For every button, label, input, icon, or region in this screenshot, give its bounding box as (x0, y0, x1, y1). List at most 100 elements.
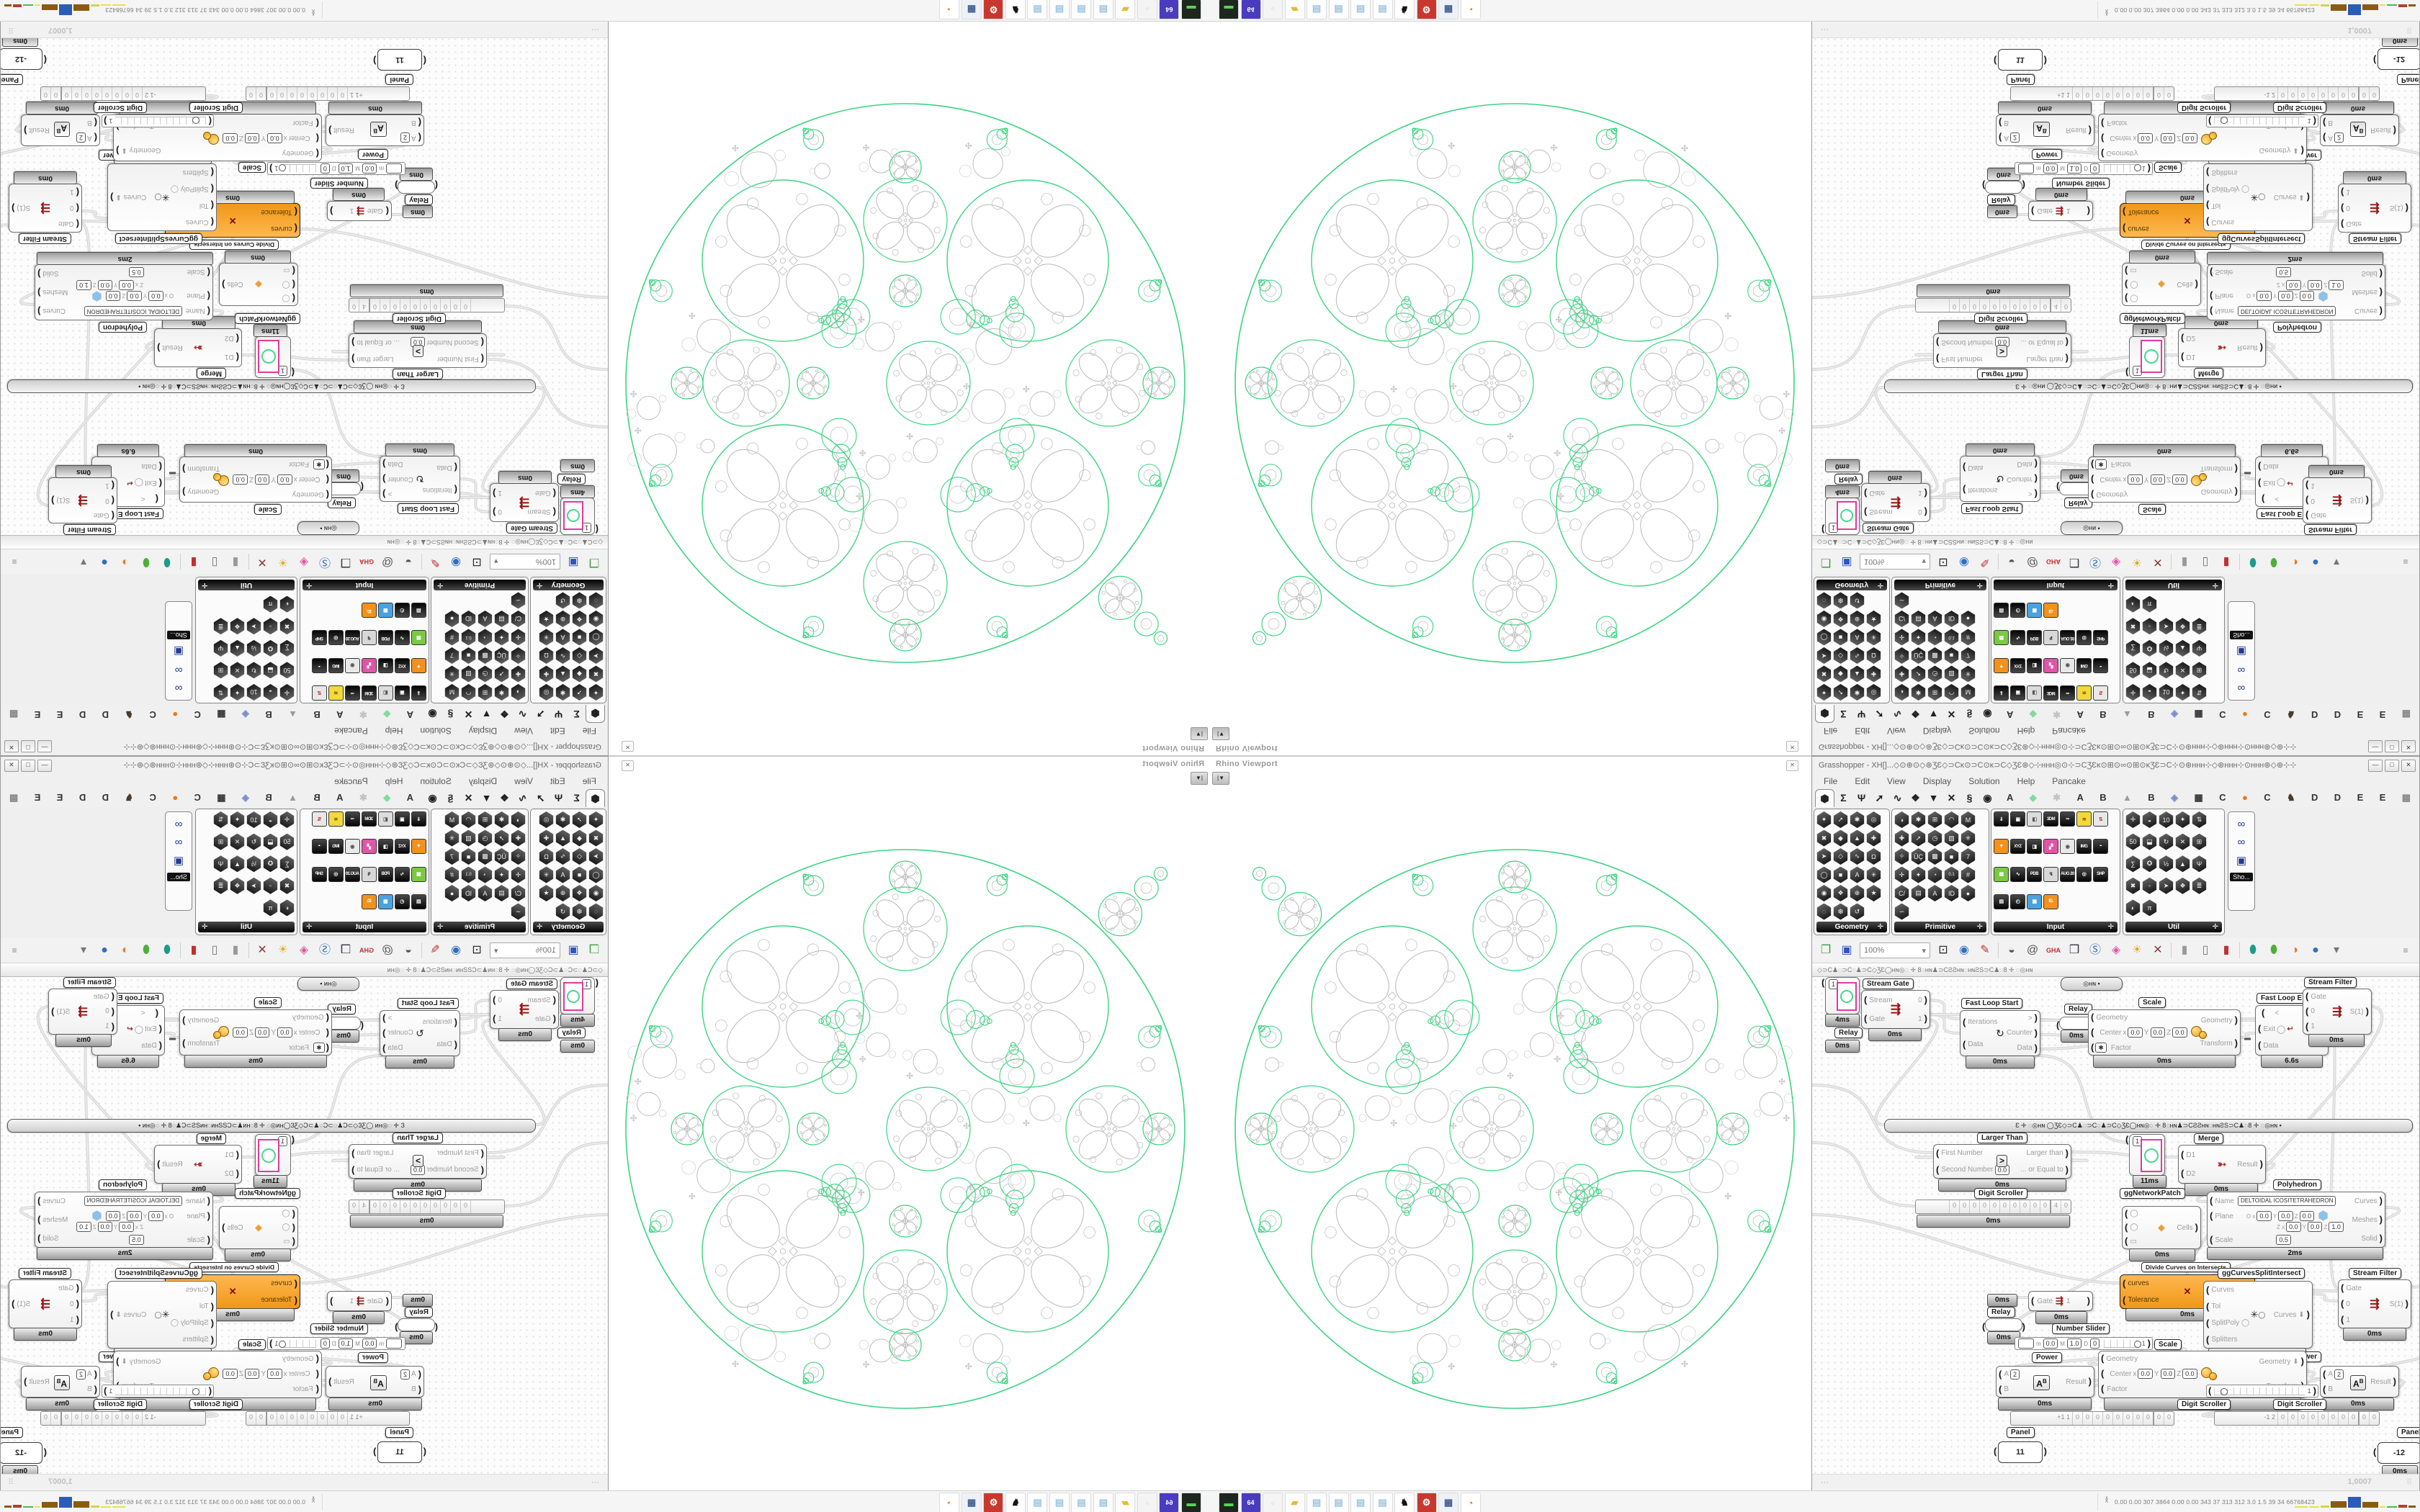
palette-icon[interactable]: ✖ (1816, 666, 1832, 683)
palette-icon[interactable]: PDB (378, 630, 393, 646)
preview-eye-icon[interactable]: ◉ (1959, 944, 1969, 956)
tab-category-7[interactable]: ✕ (464, 791, 473, 804)
palette-icon[interactable]: ↯ (2043, 630, 2058, 646)
calculator-icon[interactable]: ▦ (1438, 1493, 1458, 1512)
input-splitpoly[interactable]: (SplitPoly ◯ (170, 184, 214, 195)
palette-icon[interactable]: ∿ (555, 848, 570, 865)
palette-icon[interactable]: ◒ (2142, 811, 2157, 828)
palette-icon[interactable]: ◌ (1816, 593, 1832, 609)
palette-icon[interactable]: ⊞ (1927, 684, 1942, 701)
preview-eye-icon[interactable]: ◉ (451, 944, 461, 956)
notepad-icon[interactable]: ▤ (1093, 0, 1113, 19)
tab-category-6[interactable]: ▼ (1928, 792, 1939, 804)
palette-icon[interactable]: ◧ (2027, 685, 2042, 701)
palette-icon[interactable]: Ψ (213, 640, 228, 657)
palette-icon[interactable]: ⊞ (2192, 833, 2207, 850)
input-gate[interactable]: (Gate (2305, 510, 2327, 521)
palette-icon[interactable]: ↺ (555, 593, 570, 609)
tab-category-6[interactable]: ▼ (1928, 708, 1939, 720)
component-scale[interactable]: (Geometry (Center x 0.0 Y 0.0 Z 0.0 (✱ Factor G… (179, 1009, 332, 1056)
tab-plugin-4[interactable]: B (2099, 709, 2107, 720)
input-iterations[interactable]: (Iterations (1963, 1016, 1998, 1027)
label-chip-scale[interactable]: Scale (238, 162, 266, 173)
tab-category-8[interactable]: § (447, 708, 454, 720)
palette-icon[interactable]: ■ (1944, 848, 1959, 865)
palette-icon[interactable]: ● (444, 885, 460, 901)
palette-icon[interactable]: A (1850, 629, 1865, 646)
tab-plugin-2[interactable]: ✱ (359, 709, 367, 720)
input-0[interactable]: (0 (2341, 1298, 2350, 1309)
tab-category-2[interactable]: Ψ (554, 708, 563, 720)
palette-icon[interactable]: ▲ (2175, 855, 2190, 873)
output-s1[interactable]: S(1)) (2349, 1006, 2369, 1017)
tab-category-7[interactable]: ✕ (1947, 708, 1956, 721)
lightbulb-icon[interactable]: ☀ (277, 556, 289, 568)
palette-icon[interactable]: ◆ (572, 666, 587, 683)
palette-icon[interactable]: ↺ (1850, 593, 1865, 609)
palette-icon[interactable]: ▲ (1850, 666, 1865, 683)
panel-value[interactable]: 11() (373, 49, 426, 71)
output-curves[interactable]: Curves ⬇) (2273, 1309, 2310, 1320)
tab-category-8[interactable]: § (447, 792, 454, 804)
palette-icon[interactable]: M (444, 684, 460, 701)
tab-category-5[interactable]: ❖ (500, 791, 509, 804)
output-result[interactable]: Result) (2237, 1158, 2263, 1169)
label-chip-number-slider[interactable]: Number Slider (310, 1323, 368, 1334)
palette-icon[interactable]: ▩ (1927, 647, 1942, 664)
palette-icon[interactable]: ⇓ (411, 685, 426, 701)
viewport-collapse-button[interactable]: |▼ (1212, 772, 1229, 785)
palette-icon[interactable]: XYZ (2010, 839, 2025, 855)
component-gate[interactable]: (Gate ⇶ 1) (2028, 201, 2093, 221)
label-chip-digit-scroller[interactable]: Digit Scroller (1974, 313, 2028, 324)
label-chip-relay[interactable]: Relay (405, 194, 433, 205)
palette-icon[interactable]: PDB (2027, 866, 2042, 882)
palette-icon[interactable]: ▩ (378, 603, 393, 618)
resize-grip-icon[interactable]: ⠿ (8, 1478, 14, 1487)
menu-item-edit[interactable]: Edit (1855, 726, 1870, 736)
output-data[interactable]: Data) (2017, 459, 2038, 470)
palette-icon[interactable]: A (478, 611, 493, 627)
palette-icon[interactable]: ⬓ (263, 662, 278, 678)
label-chip-merge[interactable]: Merge (2194, 1133, 2224, 1144)
palette-icon[interactable]: ▞ (2043, 657, 2058, 673)
rhino-viewport[interactable]: Rhino Viewport |▼ ✕ (609, 756, 1210, 1491)
palette-icon[interactable]: IMG (328, 657, 344, 673)
input-0[interactable]: (0 (105, 1005, 115, 1017)
palette-icon[interactable]: ID. (2043, 603, 2058, 618)
goggles-icon[interactable]: ▣ (173, 855, 184, 867)
cat-app-icon[interactable]: ♞ (1005, 1493, 1026, 1512)
label-chip-panel[interactable]: Panel (2007, 74, 2035, 85)
palette-icon[interactable]: ▦ (411, 630, 426, 646)
palette-icon[interactable]: ▞ (362, 839, 377, 855)
palette-icon[interactable]: ✦ (588, 811, 604, 828)
menu-item-solution[interactable]: Solution (420, 726, 452, 736)
palette-icon[interactable]: ◓ (2093, 839, 2108, 855)
palette-icon[interactable]: ↺ (1850, 903, 1865, 920)
palette-icon[interactable]: ◎ (2076, 630, 2092, 646)
palette-icon[interactable]: ✱ (1850, 684, 1865, 701)
palette-icon[interactable]: ❖ (2175, 618, 2190, 634)
component-scale[interactable]: (Geometry (Center x 0.0 Y 0.0 Z 0.0 (✱ Factor G… (179, 456, 332, 503)
label-chip-ggnetworkpatch[interactable]: ggNetworkPatch (2120, 313, 2185, 324)
tab-category-0[interactable]: ⬢ (1815, 788, 1834, 807)
settings-icon[interactable]: ⚙ (1416, 0, 1437, 19)
palette-footer-geometry[interactable]: Geometry ✛ (533, 580, 604, 590)
notepad-icon[interactable]: ▤ (1093, 1493, 1113, 1512)
toolbar-overflow-icon[interactable]: ≡ (2403, 557, 2408, 567)
palette-icon[interactable]: ◦ (2142, 618, 2157, 634)
output-s1[interactable]: S(1)) (2389, 203, 2408, 214)
palette-icon[interactable]: ❆ (1833, 593, 1848, 609)
label-chip-stream-filter[interactable]: Stream Filter (18, 1268, 71, 1279)
label-chip-ggcurvessplitintersect[interactable]: ggCurvesSplitIntersect (2218, 1268, 2305, 1279)
palette-icon[interactable]: ➤ (2159, 618, 2174, 634)
tab-plugin-8[interactable]: ▦ (217, 792, 226, 803)
gift-icon[interactable]: ◈ (299, 944, 309, 956)
notepad-icon[interactable]: ▤ (1027, 1493, 1048, 1512)
palette-icon[interactable]: ◴ (395, 894, 410, 909)
palette-icon[interactable]: ∽ (511, 904, 526, 920)
palette-icon[interactable]: 3DM (362, 685, 377, 701)
gha-icon[interactable]: GHA (2046, 947, 2061, 954)
palette-icon[interactable]: ● (444, 611, 460, 627)
wires-icon[interactable]: ✕ (2153, 944, 2163, 956)
goggles-icon[interactable]: ∞ (2237, 836, 2246, 848)
